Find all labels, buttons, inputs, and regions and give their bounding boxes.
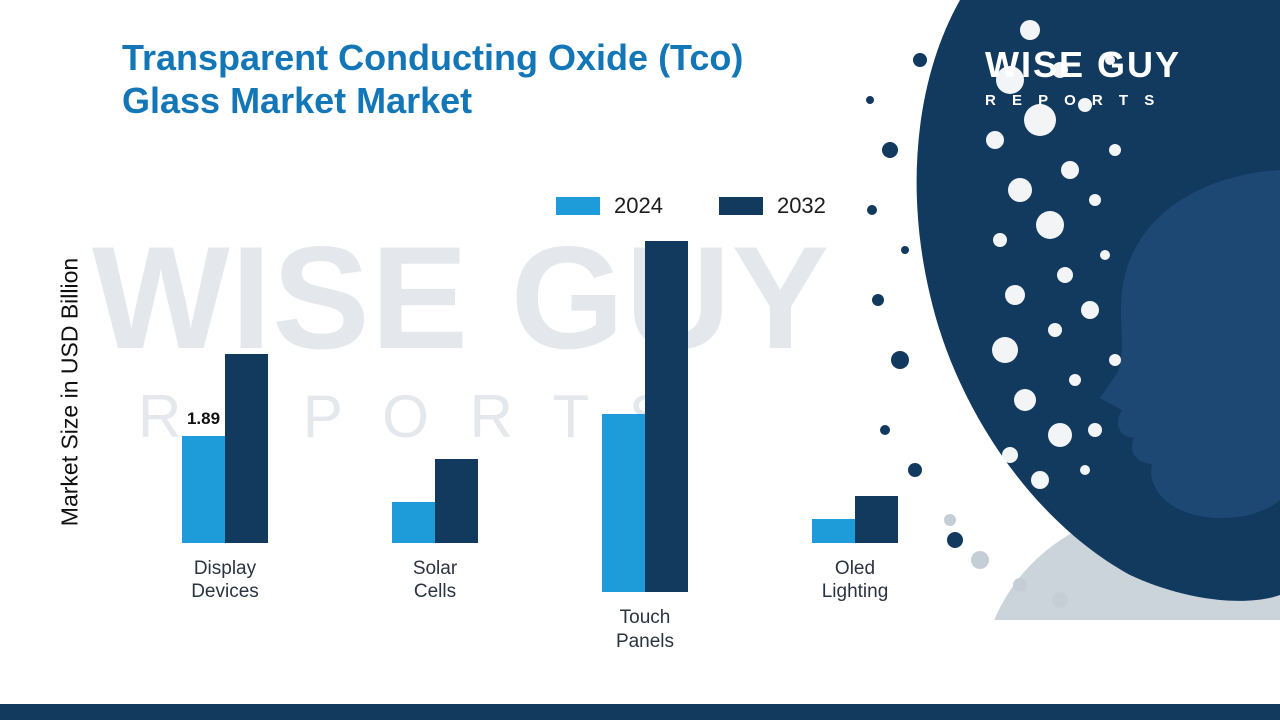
bar-2024-solar-cells [392,501,435,543]
logo: WISE GUY R E P O R T S [985,44,1181,109]
category-label: Oled Lighting [821,557,889,603]
category-label: Solar Cells [412,557,458,603]
bar-wrap [602,241,645,592]
bar-2024-touch-panels [602,414,645,592]
legend-label-2024: 2024 [614,193,663,218]
watermark-brand: WISE GUY [92,216,831,379]
bar-2032-display-devices [225,353,268,543]
bars [812,241,898,543]
bar-value-label: 1.89 [186,408,221,428]
legend-item-2024: 2024 [556,193,663,219]
footer-bar [0,704,1280,720]
legend-swatch-2032 [718,197,763,215]
logo-brand-text: WISE GUY [985,44,1182,85]
category-label: Touch Panels [615,607,675,652]
bar-wrap [392,241,435,543]
legend-swatch-2024 [556,197,600,215]
y-axis-label: Market Size in USD Billion [56,257,83,527]
bar-wrap [812,241,855,543]
bar-wrap [645,241,688,592]
bar-group-display-devices: 1.89 Display Devices [182,241,268,604]
plot-area: 1.89 Display Devices Solar Cells Touch Pane… [120,241,960,652]
bar-2032-solar-cells [435,458,478,543]
bar-2032-touch-panels [645,241,688,592]
bar-2032-oled-lighting [855,495,898,543]
bars [392,241,478,543]
bar-group-touch-panels: Touch Panels [602,241,688,652]
bar-wrap [225,241,268,543]
title-line1: Transparent Conducting Oxide (Tco) [122,37,744,78]
logo-reports-text: R E P O R T S [985,92,1161,109]
chart-legend: 2024 2032 [556,193,826,219]
bars: 1.89 [182,241,268,543]
legend-label-2032: 2032 [776,193,826,218]
bar-wrap [435,241,478,543]
bar-2024-display-devices [182,435,225,543]
bar-2024-oled-lighting [812,518,855,543]
chart-title: Transparent Conducting Oxide (Tco) Glass… [122,36,743,122]
bar-wrap: 1.89 [182,241,225,543]
bars [602,241,688,592]
bar-group-oled-lighting: Oled Lighting [812,241,898,604]
legend-item-2032: 2032 [718,193,826,219]
title-line2: Glass Market Market [122,80,473,122]
category-label: Display Devices [191,557,259,603]
bar-wrap [855,241,898,543]
bar-group-solar-cells: Solar Cells [392,241,478,604]
